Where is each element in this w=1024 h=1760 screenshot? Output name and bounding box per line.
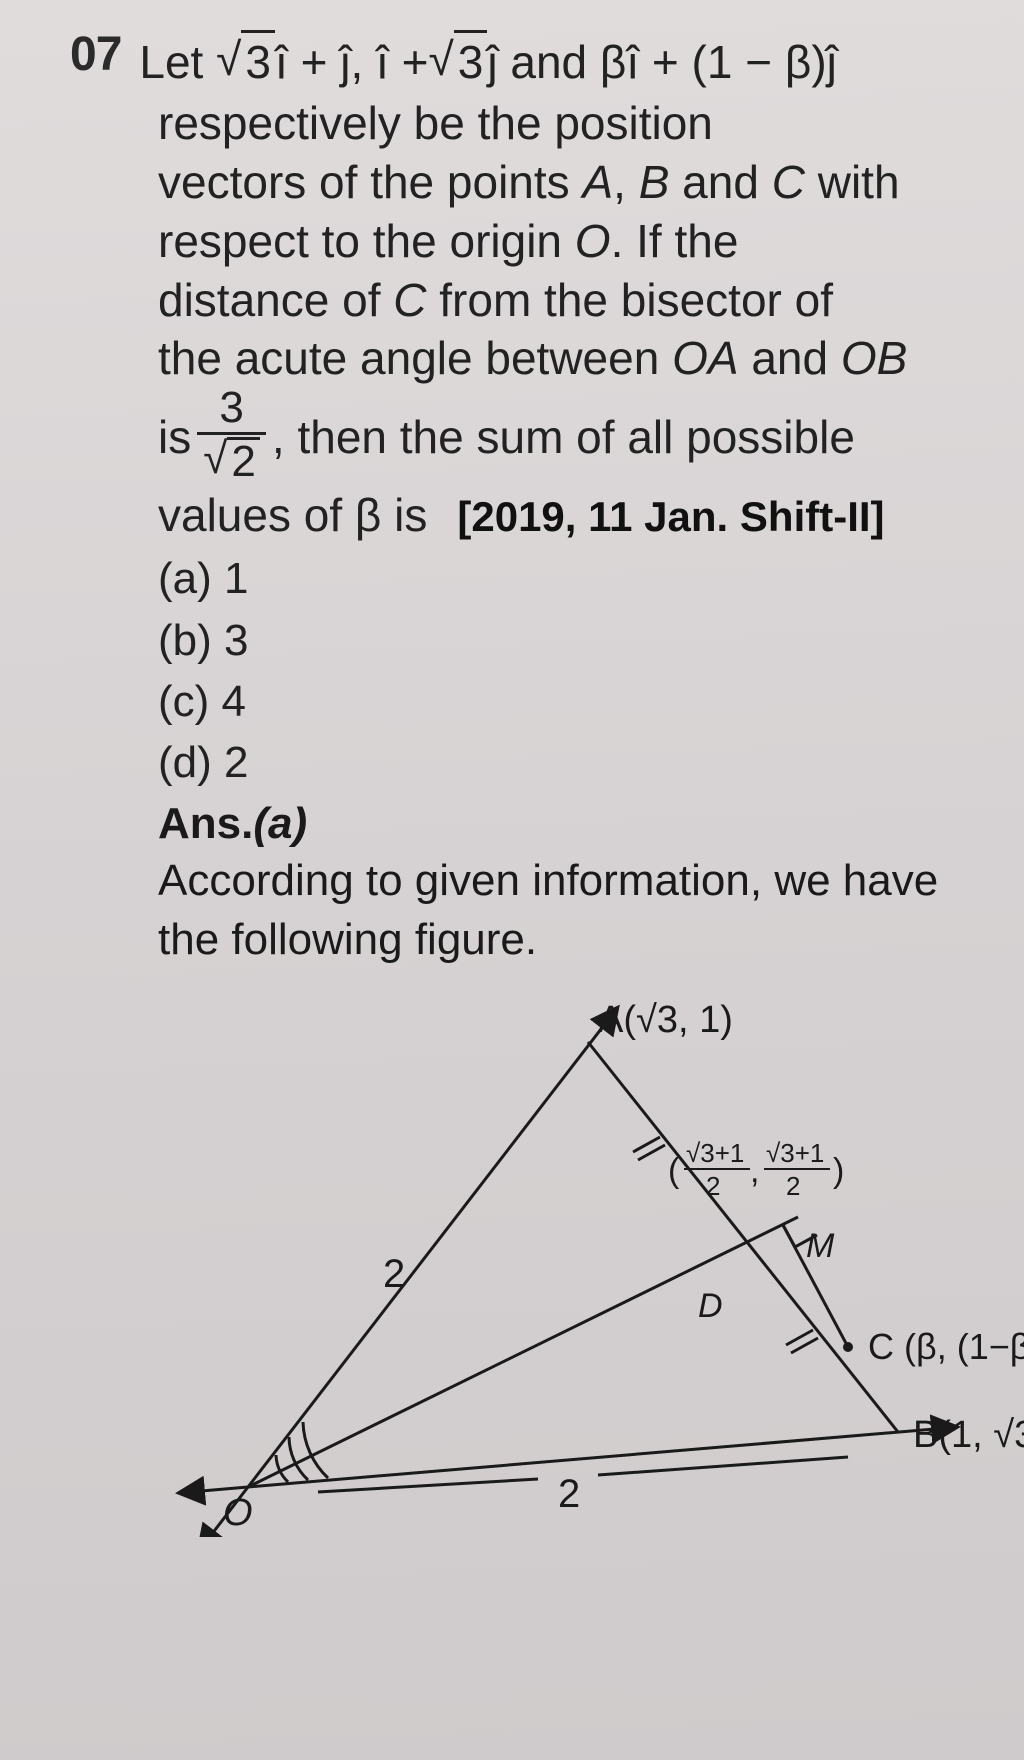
geometry-figure: O A(√3, 1) ( √3+1 2 , √3+1 2 ) M D C (β,… [158, 977, 1024, 1542]
label-M: M [806, 1227, 835, 1265]
svg-text:(: ( [668, 1152, 680, 1190]
label-O: O [223, 1492, 253, 1534]
option-c: (c) 4 [158, 672, 969, 731]
solution-line-1: According to given information, we have [158, 853, 969, 908]
question-body-2: vectors of the points A, B and C with [158, 153, 969, 212]
label-C: C (β, (1−β)) [868, 1326, 1024, 1367]
fraction-3-over-root2: 3 2 [197, 386, 266, 484]
svg-text:√3+1: √3+1 [766, 1138, 824, 1168]
question-body-6: is 3 2 , then the sum of all possible [158, 388, 969, 486]
label-B: B(1, √3) [913, 1414, 1024, 1456]
answer-label: Ans.(a) [158, 799, 969, 849]
option-b: (b) 3 [158, 611, 969, 670]
label-D: D [698, 1287, 723, 1325]
question-body-5: the acute angle between OA and OB [158, 329, 969, 388]
svg-text:√3+1: √3+1 [686, 1138, 744, 1168]
figure-svg: O A(√3, 1) ( √3+1 2 , √3+1 2 ) M D C (β,… [158, 977, 1024, 1537]
option-d: (d) 2 [158, 733, 969, 792]
question-lead: Let 3î + ĵ, î +3ĵ and βî + (1 − β)ĵ [139, 30, 836, 92]
question-body-3: respect to the origin O. If the [158, 212, 969, 271]
question-line-1: 07 Let 3î + ĵ, î +3ĵ and βî + (1 − β)ĵ [70, 30, 969, 92]
label-A: A(√3, 1) [598, 999, 733, 1041]
question-body-7: values of β is [2019, 11 Jan. Shift-II] [158, 486, 969, 545]
option-a: (a) 1 [158, 549, 969, 608]
page: 07 Let 3î + ĵ, î +3ĵ and βî + (1 − β)ĵ r… [0, 0, 1024, 1760]
label-OA-len: 2 [383, 1252, 405, 1296]
question-body-4: distance of C from the bisector of [158, 271, 969, 330]
solution-line-2: the following figure. [158, 912, 969, 967]
sqrt-3-B: 3 [428, 30, 487, 92]
svg-text:): ) [833, 1152, 844, 1190]
label-OB-len: 2 [558, 1472, 580, 1516]
citation: [2019, 11 Jan. Shift-II] [457, 490, 884, 544]
svg-text:,: , [750, 1152, 759, 1190]
question-body-1: respectively be the position [158, 94, 969, 153]
options-list: (a) 1 (b) 3 (c) 4 (d) 2 [158, 549, 969, 793]
svg-text:2: 2 [706, 1171, 720, 1201]
question-number: 07 [70, 30, 121, 80]
sqrt-3-A: 3 [216, 30, 275, 92]
label-D-coord: ( √3+1 2 , √3+1 2 ) [668, 1138, 844, 1201]
svg-text:2: 2 [786, 1171, 800, 1201]
